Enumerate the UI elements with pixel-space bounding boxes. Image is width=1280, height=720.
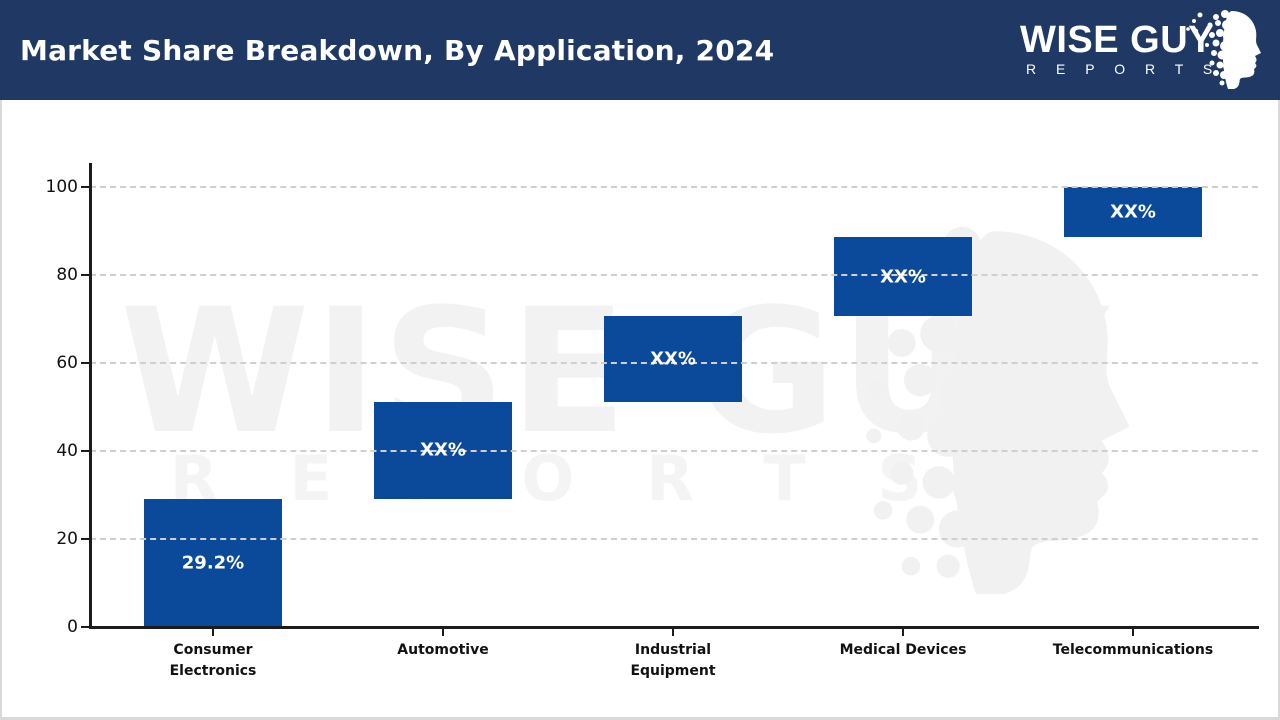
logo-face-icon xyxy=(1186,10,1261,89)
x-tick-mark xyxy=(442,629,444,636)
x-category-label-line: Industrial xyxy=(634,642,712,658)
x-category-label-line: Electronics xyxy=(169,663,257,679)
x-tick-mark xyxy=(902,629,904,636)
y-tick-label: 40 xyxy=(56,441,78,461)
x-axis-line xyxy=(89,626,1259,629)
y-axis-line xyxy=(89,163,92,629)
bar-value-label: XX% xyxy=(1110,201,1156,223)
header-bar: Market Share Breakdown, By Application, … xyxy=(0,0,1280,100)
y-tick-label: 20 xyxy=(56,529,78,549)
gridline-100 xyxy=(90,186,1258,188)
bar-telecommunications xyxy=(1064,187,1202,238)
logo-wordmark: WISE GUY xyxy=(1020,19,1214,61)
bar-value-label: XX% xyxy=(650,348,696,370)
x-category-label-2: Automotive xyxy=(333,640,553,661)
bar-consumer-electronics xyxy=(144,498,282,627)
y-tick-label: 0 xyxy=(67,617,78,637)
watermark-subtext: REPORTS xyxy=(170,442,995,515)
x-category-label-4: Medical Devices xyxy=(793,640,1013,661)
y-tick-label: 100 xyxy=(45,177,78,197)
chart-canvas: WISE GUY REPORTS 29.2% XX% XX% XX% XX% 0 20 40 6… xyxy=(0,100,1280,720)
x-tick-mark xyxy=(1132,629,1134,636)
gridline-80 xyxy=(90,274,1258,276)
bar-value-label: XX% xyxy=(880,266,926,288)
y-tick-mark xyxy=(81,362,89,364)
x-tick-mark xyxy=(672,629,674,636)
y-tick-label: 60 xyxy=(56,353,78,373)
logo-sub-wordmark: R E P O R T S xyxy=(1026,61,1220,77)
gridline-20 xyxy=(90,538,1258,540)
bar-value-label: XX% xyxy=(420,439,466,461)
y-tick-mark xyxy=(81,450,89,452)
x-category-label-line: Telecommunications xyxy=(1052,642,1214,658)
gridline-60 xyxy=(90,362,1258,364)
y-tick-mark xyxy=(81,538,89,540)
x-category-label-line: Equipment xyxy=(630,663,716,679)
gridline-40 xyxy=(90,450,1258,452)
y-tick-mark xyxy=(81,626,89,628)
x-category-label-5: Telecommunications xyxy=(1023,640,1243,661)
y-tick-label: 80 xyxy=(56,265,78,285)
x-category-label-3: Industrial Equipment xyxy=(563,640,783,682)
wise-guy-reports-logo: WISE GUY R E P O R T S xyxy=(1020,10,1261,89)
x-category-label-1: Consumer Electronics xyxy=(103,640,323,682)
bar-value-label: 29.2% xyxy=(181,552,245,574)
x-category-label-line: Consumer xyxy=(173,642,253,658)
chart-title: Market Share Breakdown, By Application, … xyxy=(20,33,775,67)
bar-medical-devices xyxy=(834,237,972,316)
watermark-face-icon xyxy=(866,226,1130,595)
plot-area: 29.2% XX% XX% XX% XX% 0 20 40 60 80 100 Consumer Ele… xyxy=(2,100,1278,717)
y-tick-mark xyxy=(81,186,89,188)
bar-industrial-equipment xyxy=(604,315,742,403)
x-category-label-line: Automotive xyxy=(397,642,489,658)
y-tick-mark xyxy=(81,274,89,276)
x-tick-mark xyxy=(212,629,214,636)
x-category-label-line: Medical Devices xyxy=(839,642,967,658)
